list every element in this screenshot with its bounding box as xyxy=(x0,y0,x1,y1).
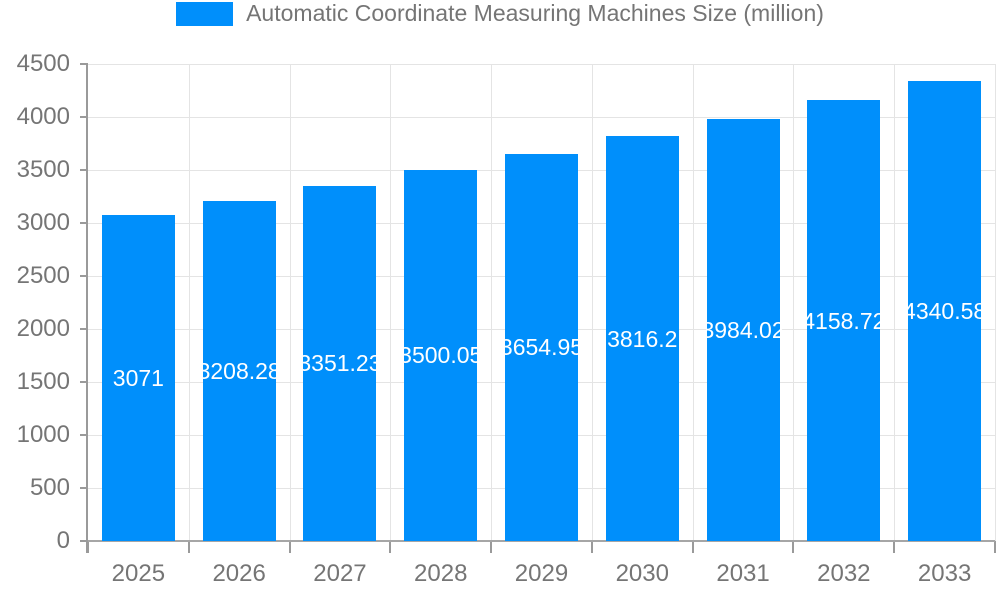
x-tick-mark xyxy=(389,541,391,553)
x-tick-mark xyxy=(490,541,492,553)
bar-value-label: 3984.02 xyxy=(701,316,785,343)
x-tick-label: 2030 xyxy=(615,560,669,587)
h-gridline xyxy=(88,64,995,65)
legend-item[interactable]: Automatic Coordinate Measuring Machines … xyxy=(0,0,1000,27)
y-tick-label: 3000 xyxy=(16,209,70,236)
y-tick-mark xyxy=(80,487,88,489)
bar xyxy=(303,185,377,541)
h-gridline xyxy=(88,117,995,118)
v-gridline xyxy=(793,64,794,541)
y-tick-mark xyxy=(80,540,88,542)
bar xyxy=(101,215,175,541)
bar-value-label: 4158.72 xyxy=(802,307,886,334)
bar xyxy=(605,136,679,541)
y-tick-label: 1000 xyxy=(16,421,70,448)
v-gridline xyxy=(189,64,190,541)
y-tick-mark xyxy=(80,169,88,171)
y-tick-mark xyxy=(80,434,88,436)
x-tick-mark xyxy=(692,541,694,553)
bar xyxy=(505,153,578,541)
x-tick-mark xyxy=(591,541,593,553)
bar-value-label: 3654.95 xyxy=(499,334,584,361)
bar xyxy=(404,169,478,541)
x-tick-label: 2026 xyxy=(212,560,266,587)
y-tick-label: 0 xyxy=(56,527,70,554)
y-tick-mark xyxy=(80,328,88,330)
bar-value-label: 3071 xyxy=(112,365,164,392)
v-gridline xyxy=(592,64,593,541)
bar xyxy=(202,200,276,541)
v-gridline xyxy=(894,64,895,541)
v-gridline xyxy=(390,64,391,541)
legend-swatch-icon xyxy=(176,1,234,26)
v-gridline xyxy=(290,64,291,541)
bar-value-label: 3208.28 xyxy=(197,357,281,384)
y-tick-label: 4500 xyxy=(16,50,70,77)
y-tick-label: 500 xyxy=(29,474,70,501)
x-tick-mark xyxy=(893,541,895,553)
y-tick-mark xyxy=(80,63,88,65)
bar xyxy=(706,118,780,541)
y-tick-mark xyxy=(80,222,88,224)
x-tick-label: 2033 xyxy=(917,560,972,587)
bar xyxy=(908,80,982,541)
bar-value-label: 3351.23 xyxy=(298,350,382,377)
x-tick-label: 2031 xyxy=(716,560,770,587)
x-tick-mark xyxy=(87,541,89,553)
x-axis-line xyxy=(88,540,995,542)
y-axis-line xyxy=(86,64,88,553)
y-tick-label: 2000 xyxy=(16,315,70,342)
y-tick-label: 1500 xyxy=(16,368,70,395)
x-tick-mark xyxy=(188,541,190,553)
x-tick-label: 2025 xyxy=(111,560,166,587)
bar xyxy=(807,100,881,541)
y-tick-mark xyxy=(80,116,88,118)
x-tick-label: 2028 xyxy=(414,560,468,587)
v-gridline xyxy=(491,64,492,541)
bar-value-label: 4340.58 xyxy=(903,297,987,324)
x-tick-mark xyxy=(994,541,996,553)
x-tick-label: 2029 xyxy=(514,560,569,587)
bar-value-label: 3500.05 xyxy=(399,342,483,369)
y-tick-label: 2500 xyxy=(16,262,70,289)
bar-value-label: 3816.2 xyxy=(607,325,678,352)
legend-series-label: Automatic Coordinate Measuring Machines … xyxy=(246,0,824,26)
x-tick-label: 2027 xyxy=(313,560,367,587)
x-tick-mark xyxy=(792,541,794,553)
x-tick-label: 2032 xyxy=(817,560,871,587)
v-gridline xyxy=(693,64,694,541)
y-tick-label: 4000 xyxy=(16,103,70,130)
y-tick-mark xyxy=(80,275,88,277)
x-tick-mark xyxy=(289,541,291,553)
y-tick-mark xyxy=(80,381,88,383)
v-gridline xyxy=(995,64,996,541)
y-tick-label: 3500 xyxy=(16,156,70,183)
